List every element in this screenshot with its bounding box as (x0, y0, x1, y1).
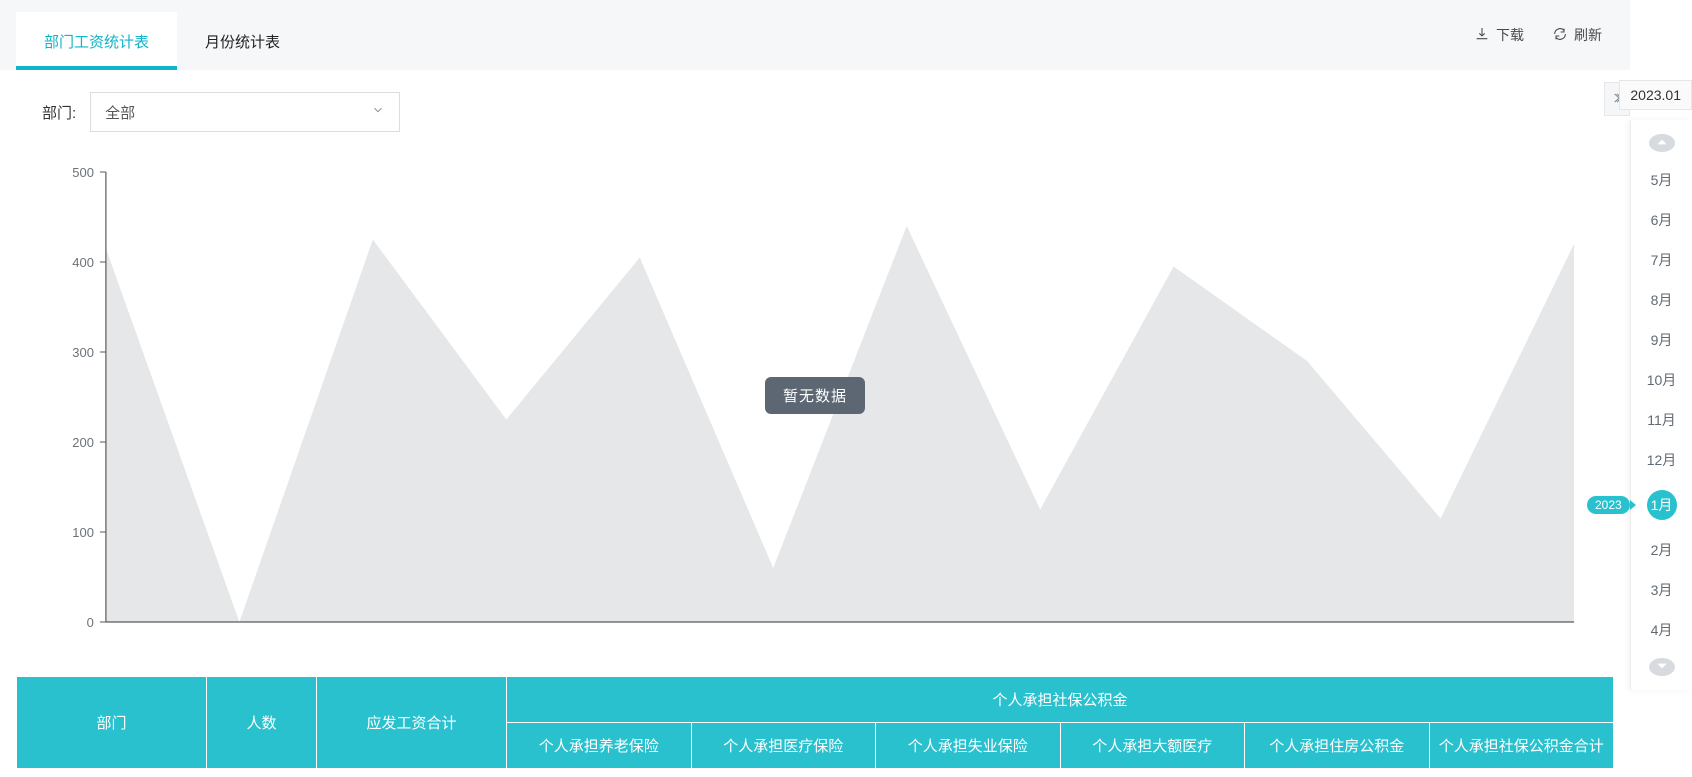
svg-text:400: 400 (72, 255, 94, 270)
col-count: 人数 (207, 677, 317, 769)
year-badge: 2023 (1587, 496, 1630, 514)
col-housing-fund: 个人承担住房公积金 (1245, 723, 1430, 769)
tab-month-stats[interactable]: 月份统计表 (177, 12, 308, 70)
month-label: 12月 (1647, 452, 1677, 468)
filter-label: 部门: (42, 102, 76, 123)
svg-text:300: 300 (72, 345, 94, 360)
tab-dept-salary[interactable]: 部门工资统计表 (16, 12, 177, 70)
timeline-month[interactable]: 8月 (1631, 280, 1692, 320)
refresh-label: 刷新 (1574, 25, 1602, 45)
tabs: 部门工资统计表 月份统计表 (16, 0, 308, 70)
month-label: 8月 (1651, 292, 1673, 308)
timeline-down-button[interactable] (1649, 658, 1675, 676)
tab-label: 月份统计表 (205, 31, 280, 52)
no-data-label: 暂无数据 (783, 388, 847, 405)
timeline-up-button[interactable] (1649, 134, 1675, 152)
refresh-button[interactable]: 刷新 (1552, 25, 1602, 45)
tab-label: 部门工资统计表 (44, 31, 149, 52)
month-label: 2月 (1651, 542, 1673, 558)
col-ssp-total: 个人承担社保公积金合计 (1429, 723, 1614, 769)
svg-text:100: 100 (72, 525, 94, 540)
chevron-down-icon (1655, 659, 1669, 676)
toolbar-right: 下载 刷新 (1474, 25, 1614, 45)
timeline-month[interactable]: 7月 (1631, 240, 1692, 280)
timeline-month[interactable]: 5月 (1631, 160, 1692, 200)
filter-row: 部门: 全部 (16, 70, 1614, 142)
col-gross: 应发工资合计 (317, 677, 507, 769)
table-header-wrap: 部门 人数 应发工资合计 个人承担社保公积金 个人承担养老保险 个人承担医疗保险… (16, 676, 1614, 769)
refresh-icon (1552, 26, 1568, 45)
month-label: 7月 (1651, 252, 1673, 268)
download-label: 下载 (1496, 25, 1524, 45)
no-data-pill: 暂无数据 (765, 377, 865, 414)
svg-text:500: 500 (72, 165, 94, 180)
svg-text:200: 200 (72, 435, 94, 450)
month-timeline: 5月 6月 7月 8月 9月 10月 11月 12月 1月2023 2月 3月 4月 (1630, 120, 1692, 690)
salary-table-header: 部门 人数 应发工资合计 个人承担社保公积金 个人承担养老保险 个人承担医疗保险… (16, 676, 1614, 769)
month-label: 1月 (1647, 490, 1677, 520)
timeline-month[interactable]: 6月 (1631, 200, 1692, 240)
month-label: 4月 (1651, 622, 1673, 638)
chevron-down-icon (371, 103, 385, 121)
dept-select[interactable]: 全部 (90, 92, 400, 132)
timeline-month[interactable]: 10月 (1631, 360, 1692, 400)
month-label: 9月 (1651, 332, 1673, 348)
download-button[interactable]: 下载 (1474, 25, 1524, 45)
svg-text:0: 0 (87, 615, 94, 630)
chevron-up-icon (1655, 135, 1669, 152)
col-major-medical: 个人承担大额医疗 (1060, 723, 1245, 769)
timeline-month[interactable]: 1月2023 (1631, 480, 1692, 530)
download-icon (1474, 26, 1490, 45)
month-label: 10月 (1647, 372, 1677, 388)
col-group-personal-ssp: 个人承担社保公积金 (507, 677, 1614, 723)
timeline-month[interactable]: 2月 (1631, 530, 1692, 570)
timeline-date-text: 2023.01 (1630, 87, 1681, 103)
timeline-month[interactable]: 3月 (1631, 570, 1692, 610)
select-value: 全部 (105, 102, 135, 123)
timeline-months: 5月 6月 7月 8月 9月 10月 11月 12月 1月2023 2月 3月 4月 (1631, 160, 1692, 650)
tabs-toolbar-row: 部门工资统计表 月份统计表 下载 刷新 (0, 0, 1630, 70)
month-label: 11月 (1647, 412, 1676, 428)
timeline-date-banner: 2023.01 (1619, 80, 1692, 110)
month-label: 6月 (1651, 212, 1673, 228)
timeline-month[interactable]: 4月 (1631, 610, 1692, 650)
timeline-month[interactable]: 11月 (1631, 400, 1692, 440)
salary-chart: 0 100 200 300 400 500 暂无数据 (36, 162, 1594, 652)
col-unemployment: 个人承担失业保险 (876, 723, 1061, 769)
month-label: 3月 (1651, 582, 1673, 598)
timeline-month[interactable]: 9月 (1631, 320, 1692, 360)
col-pension: 个人承担养老保险 (507, 723, 692, 769)
col-dept: 部门 (17, 677, 207, 769)
col-medical: 个人承担医疗保险 (691, 723, 876, 769)
month-label: 5月 (1651, 172, 1673, 188)
page-content: 部门工资统计表 月份统计表 下载 刷新 部门: 全部 (0, 0, 1630, 777)
timeline-month[interactable]: 12月 (1631, 440, 1692, 480)
